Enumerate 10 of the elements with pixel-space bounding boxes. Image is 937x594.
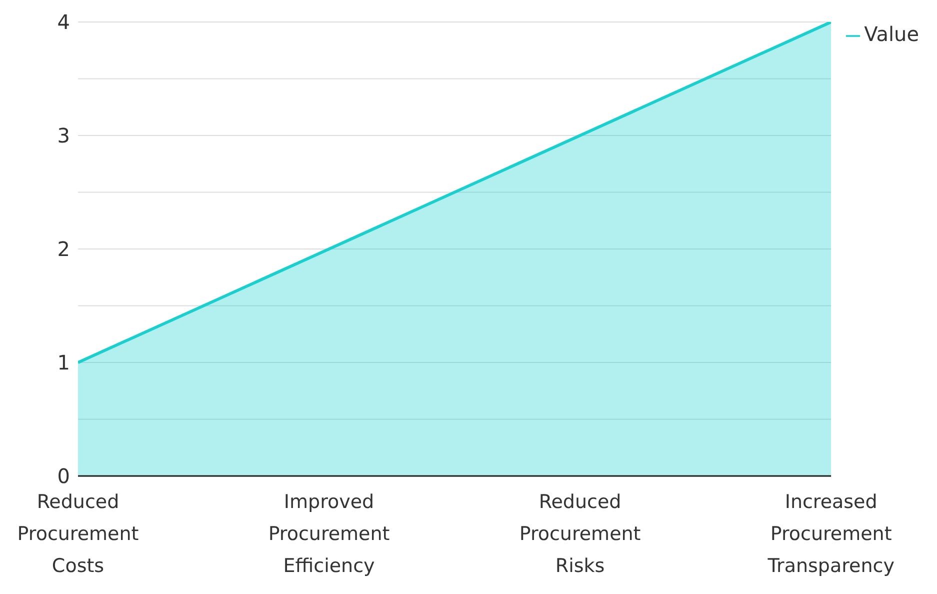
y-tick-label: 1 [57, 350, 70, 375]
x-tick-label: Reduced Procurement Risks [519, 491, 641, 577]
y-tick-label: 4 [57, 10, 70, 34]
legend-label: Value [864, 22, 919, 46]
x-tick-label: Improved Procurement Efficiency [268, 491, 390, 577]
y-tick-label: 3 [57, 124, 70, 148]
y-tick-label: 2 [57, 237, 70, 262]
x-tick-label: Increased Procurement Transparency [766, 491, 894, 577]
x-tick-label: Reduced Procurement Costs [17, 491, 139, 577]
y-tick-label: 0 [57, 464, 70, 488]
